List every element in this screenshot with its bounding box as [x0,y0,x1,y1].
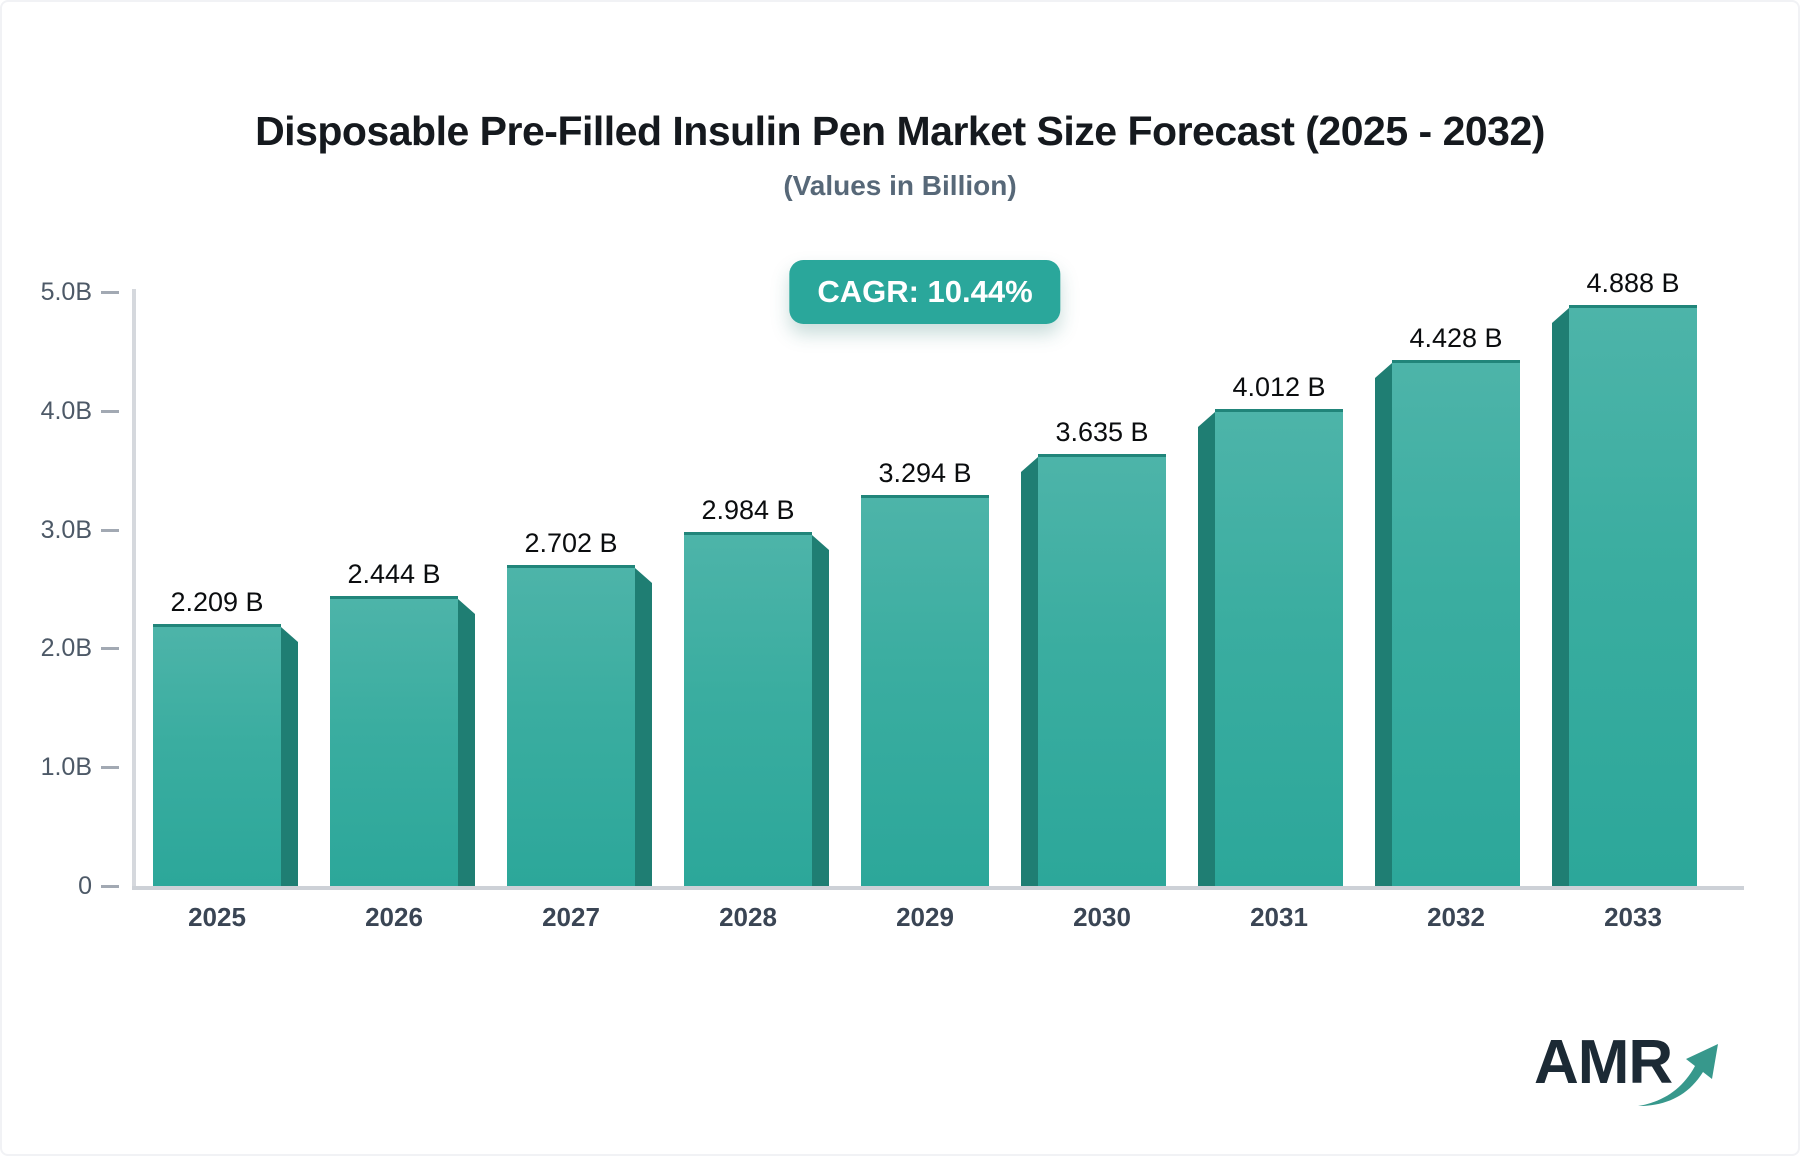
x-axis-label-2027: 2027 [542,902,600,932]
y-axis-tick [101,766,119,769]
amr-logo: AMR [1534,1032,1724,1122]
bar-2033: 4.888 B [1552,268,1697,886]
bar-2030: 3.635 B [1021,417,1166,886]
x-axis-label-2025: 2025 [188,902,246,932]
bar-value-label: 3.294 B [878,458,972,488]
bar-2029: 3.294 B [861,458,989,886]
bar-side-face [458,599,475,886]
bar-side-face [1021,457,1038,886]
y-axis-label: 4.0B [40,397,92,425]
chart-subtitle: (Values in Billion) [783,170,1017,201]
bar-side-face [281,627,298,886]
x-axis-line [132,886,1744,890]
x-axis-label-2030: 2030 [1073,902,1131,932]
x-axis-label-2033: 2033 [1604,902,1662,932]
x-axis-label-2032: 2032 [1427,902,1485,932]
x-axis-label-2028: 2028 [719,902,777,932]
y-axis-label: 3.0B [40,516,92,544]
growth-arrow-icon [1638,1044,1718,1106]
bar-value-label: 2.209 B [170,587,264,617]
bar-2025: 2.209 B [153,587,298,886]
x-axis-label-2029: 2029 [896,902,954,932]
bar-2028: 2.984 B [684,495,829,886]
y-axis-line [132,289,136,886]
bar-value-label: 2.984 B [701,495,795,525]
y-axis-label: 5.0B [40,278,92,306]
bar-value-label: 4.888 B [1586,268,1680,298]
y-axis-label: 1.0B [40,753,92,781]
bar-side-face [1375,363,1392,886]
bar-value-label: 2.702 B [524,528,618,558]
y-axis-tick [101,410,119,413]
bar-side-face [635,568,652,886]
x-axis-label-2026: 2026 [365,902,423,932]
page-title: Disposable Pre-Filled Insulin Pen Market… [255,108,1545,154]
bar-side-face [1552,308,1569,886]
y-axis-tick [101,291,119,294]
bar-side-face [1198,412,1215,886]
bar-value-label: 4.012 B [1232,372,1326,402]
bar-2032: 4.428 B [1375,323,1520,886]
x-axis-label-2031: 2031 [1250,902,1308,932]
bar-value-label: 2.444 B [347,559,441,589]
amr-logo-text: AMR [1534,1028,1673,1097]
bar-value-label: 3.635 B [1055,417,1149,447]
y-axis-tick [101,647,119,650]
bar-2027: 2.702 B [507,528,652,886]
bar-2031: 4.012 B [1198,372,1343,886]
y-axis-tick [101,885,119,888]
y-axis-tick [101,529,119,532]
y-axis-label: 2.0B [40,634,92,662]
bar-side-face [812,535,829,886]
y-axis-label: 0 [78,872,92,900]
bar-2026: 2.444 B [330,559,475,886]
bar-value-label: 4.428 B [1409,323,1503,353]
cagr-badge: CAGR: 10.44% [789,260,1061,324]
